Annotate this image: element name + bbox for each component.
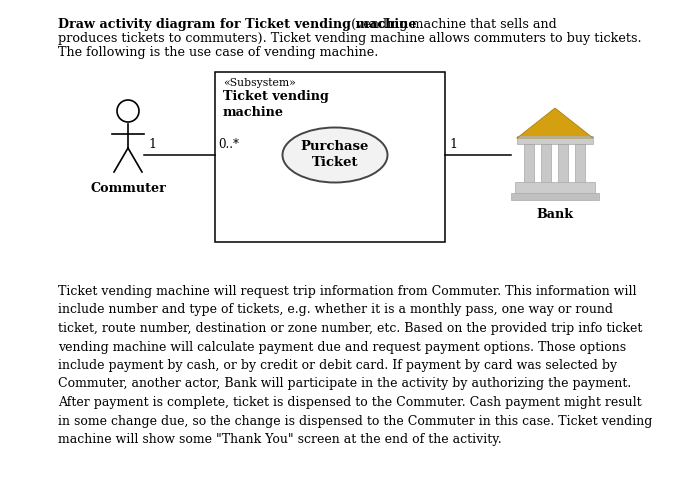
Text: , (vending machine that sells and: , (vending machine that sells and [343,18,556,31]
Text: Bank: Bank [536,208,573,221]
Bar [575,144,585,183]
Bar [558,144,568,183]
Text: vending machine will calculate payment due and request payment options. Those op: vending machine will calculate payment d… [58,340,626,354]
Text: include number and type of tickets, e.g. whether it is a monthly pass, one way o: include number and type of tickets, e.g.… [58,304,613,316]
Text: «Subsystem»: «Subsystem» [223,78,295,88]
Polygon shape [517,108,593,138]
Bar [541,144,551,183]
Text: After payment is complete, ticket is dispensed to the Commuter. Cash payment mig: After payment is complete, ticket is dis… [58,396,642,409]
Bar [215,72,445,242]
Text: 0..*: 0..* [218,138,239,151]
Text: Ticket vending
machine: Ticket vending machine [223,90,329,120]
Ellipse shape [283,127,388,183]
Text: Commuter, another actor, Bank will participate in the activity by authorizing th: Commuter, another actor, Bank will parti… [58,377,631,390]
Bar [511,193,599,200]
Bar [524,144,534,183]
Text: include payment by cash, or by credit or debit card. If payment by card was sele: include payment by cash, or by credit or… [58,359,617,372]
Text: ticket, route number, destination or zone number, etc. Based on the provided tri: ticket, route number, destination or zon… [58,322,643,335]
Text: Commuter: Commuter [90,182,166,195]
Circle shape [117,100,139,122]
Text: Purchase
Ticket: Purchase Ticket [301,140,369,170]
Bar [517,136,593,144]
Text: machine will show some "Thank You" screen at the end of the activity.: machine will show some "Thank You" scree… [58,433,502,446]
Text: produces tickets to commuters). Ticket vending machine allows commuters to buy t: produces tickets to commuters). Ticket v… [58,32,642,45]
Text: Draw activity diagram for Ticket vending machine: Draw activity diagram for Ticket vending… [58,18,417,31]
Text: 1: 1 [148,138,156,151]
Text: 1: 1 [449,138,457,151]
Bar [515,182,595,194]
Text: in some change due, so the change is dispensed to the Commuter in this case. Tic: in some change due, so the change is dis… [58,415,652,428]
Text: Ticket vending machine will request trip information from Commuter. This informa: Ticket vending machine will request trip… [58,285,636,298]
Text: The following is the use case of vending machine.: The following is the use case of vending… [58,46,379,59]
